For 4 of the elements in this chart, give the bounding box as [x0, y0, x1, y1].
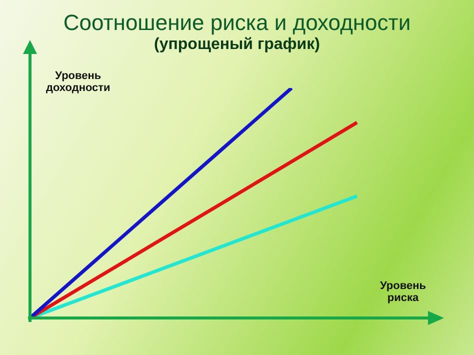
y-axis-title: Уровень доходности [46, 70, 110, 94]
x-axis-title: Уровень риска [380, 280, 426, 304]
chart-subtitle: (упрощеный график) [153, 36, 321, 54]
chart-title: Соотношение риска и доходности [62, 10, 412, 36]
